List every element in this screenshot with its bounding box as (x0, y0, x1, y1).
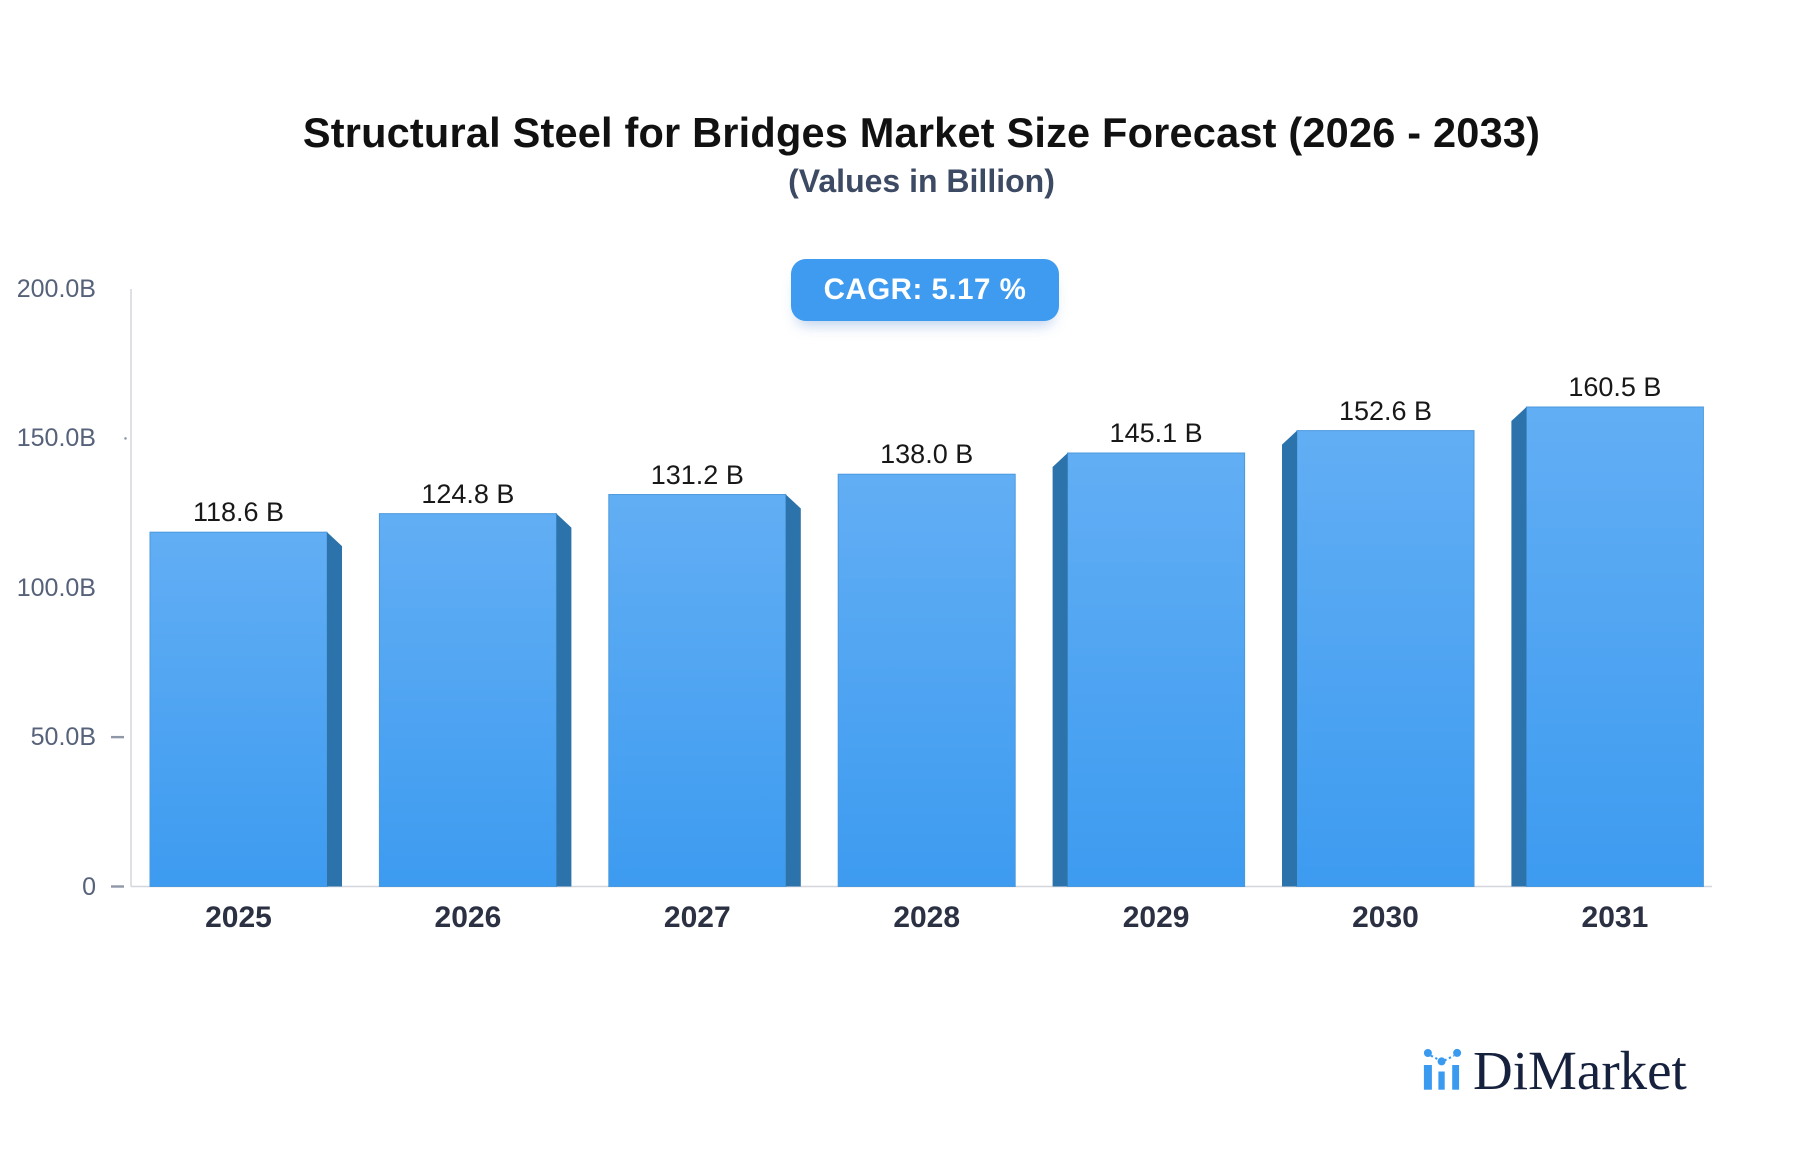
svg-text:DiMarket: DiMarket (1473, 1040, 1687, 1101)
